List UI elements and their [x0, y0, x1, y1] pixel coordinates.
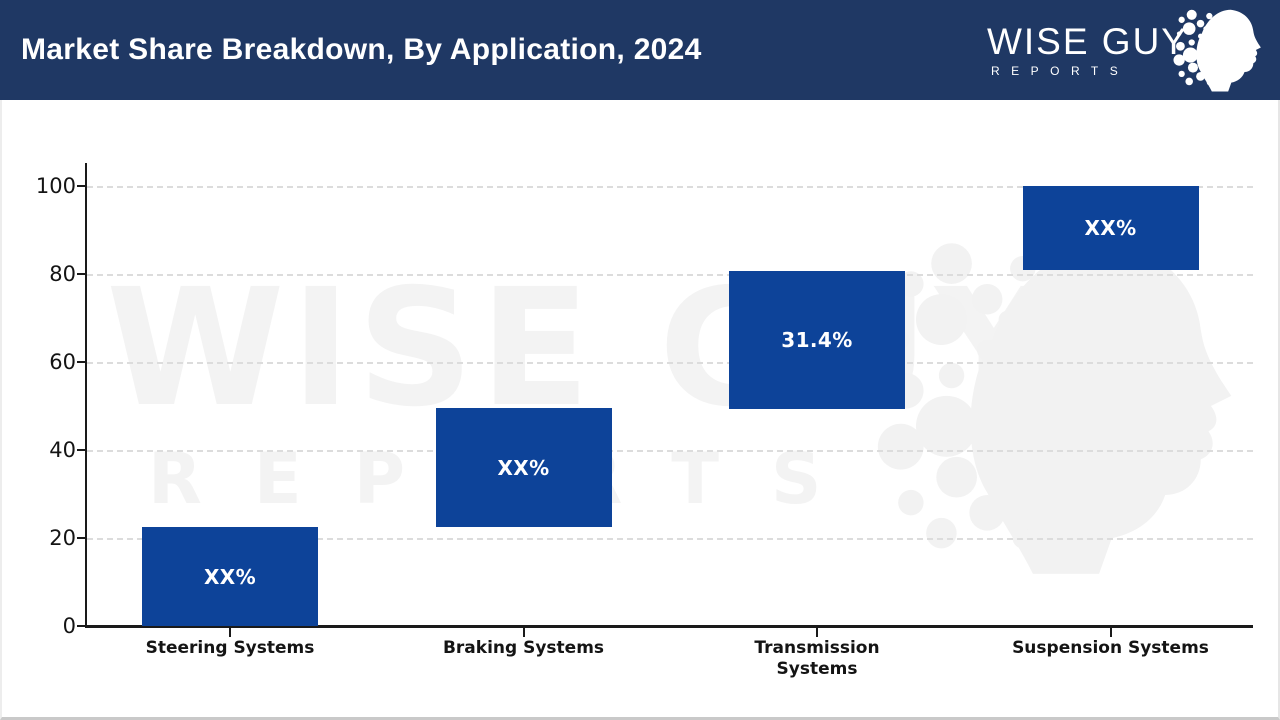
- category-label-1: Steering Systems: [145, 638, 315, 658]
- logo-text: WISE GUY REPORTS: [987, 23, 1188, 78]
- wiseguy-logo: WISE GUY REPORTS: [987, 6, 1268, 94]
- x-tick-3: [816, 628, 818, 637]
- y-tick-label-60: 60: [49, 350, 76, 374]
- bar-transmission-systems: 31.4%: [729, 270, 905, 410]
- header-bar: Market Share Breakdown, By Application, …: [0, 0, 1280, 100]
- gridline-40: [87, 450, 1253, 452]
- x-tick-1: [229, 628, 231, 637]
- y-axis-line: [85, 163, 87, 628]
- y-tick-label-20: 20: [49, 526, 76, 550]
- logo-wordmark: WISE GUY: [986, 20, 1188, 62]
- y-tick-80: [77, 273, 86, 275]
- y-tick-label-0: 0: [62, 614, 76, 638]
- x-tick-4: [1109, 628, 1112, 637]
- bar-value-label: XX%: [1084, 216, 1137, 241]
- y-tick-label-40: 40: [49, 438, 76, 462]
- x-axis-line: [85, 625, 1253, 628]
- y-tick-60: [77, 361, 86, 363]
- y-tick-0: [77, 625, 86, 627]
- category-label-2: Braking Systems: [442, 638, 605, 658]
- gridline-80: [87, 274, 1253, 276]
- x-tick-2: [522, 628, 525, 637]
- page-title: Market Share Breakdown, By Application, …: [21, 33, 702, 66]
- bar-value-label: 31.4%: [781, 327, 853, 352]
- logo-subtitle: REPORTS: [990, 63, 1130, 78]
- category-label-4: Suspension Systems: [1012, 638, 1209, 658]
- bar-steering-systems: XX%: [142, 527, 318, 626]
- category-label-3: Transmission Systems: [754, 638, 880, 680]
- y-tick-label-80: 80: [49, 262, 76, 286]
- bar-suspension-systems: XX%: [1022, 186, 1199, 271]
- gridline-100: [87, 186, 1253, 188]
- y-tick-label-100: 100: [35, 174, 76, 198]
- y-tick-100: [77, 185, 86, 187]
- logo-face-icon: [1173, 9, 1261, 92]
- y-tick-40: [77, 449, 86, 451]
- y-tick-20: [77, 537, 86, 539]
- bar-value-label: XX%: [203, 564, 257, 589]
- gridline-20: [87, 538, 1253, 540]
- gridline-60: [87, 362, 1253, 364]
- bar-value-label: XX%: [497, 455, 550, 480]
- bar-braking-systems: XX%: [435, 408, 612, 528]
